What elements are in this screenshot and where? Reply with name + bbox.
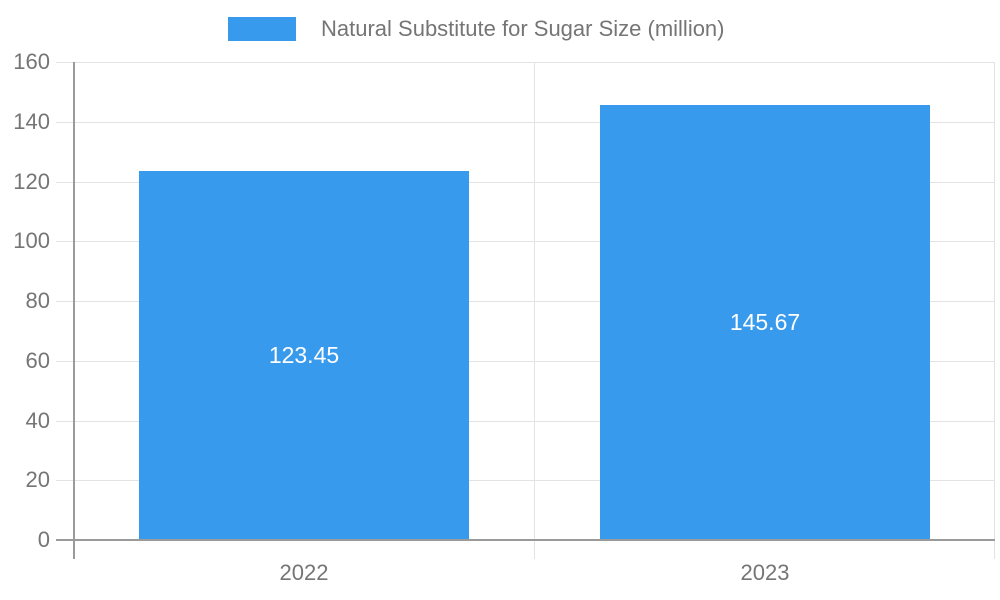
x-axis-tick-label: 2022: [279, 560, 329, 585]
bar-2022[interactable]: 123.45: [139, 171, 469, 539]
legend-swatch-icon: [228, 17, 296, 41]
y-axis-tick-label: 20: [25, 467, 50, 492]
y-axis-tick-label: 80: [25, 288, 50, 313]
gridline-y-140: [56, 122, 995, 123]
chart-legend[interactable]: Natural Substitute for Sugar Size (milli…: [228, 16, 725, 42]
gridline-y-60: [56, 361, 995, 362]
gridline-y-40: [56, 421, 995, 422]
y-axis-tick-label: 120: [13, 169, 50, 194]
gridline-category-boundary: [994, 62, 995, 559]
gridline-y-20: [56, 480, 995, 481]
y-axis-tick-label: 140: [13, 109, 50, 134]
bar-value-label: 145.67: [729, 308, 801, 335]
y-axis-tick-label: 100: [13, 228, 50, 253]
y-axis-tick-label: 40: [25, 408, 50, 433]
gridline-y-120: [56, 182, 995, 183]
legend-label: Natural Substitute for Sugar Size (milli…: [321, 16, 725, 41]
x-axis-tick-label: 2023: [740, 560, 790, 585]
bar-value-label: 123.45: [268, 341, 340, 368]
gridline-y-160: [56, 62, 995, 63]
gridline-category-boundary: [534, 62, 535, 559]
bar-2023[interactable]: 145.67: [600, 105, 930, 539]
y-axis-tick-label: 160: [13, 49, 50, 74]
y-axis-line: [73, 62, 75, 559]
y-axis-tick-label: 0: [37, 527, 50, 552]
gridline-y-80: [56, 301, 995, 302]
x-axis-line: [56, 539, 995, 541]
gridline-y-100: [56, 241, 995, 242]
y-axis-tick-label: 60: [25, 348, 50, 373]
